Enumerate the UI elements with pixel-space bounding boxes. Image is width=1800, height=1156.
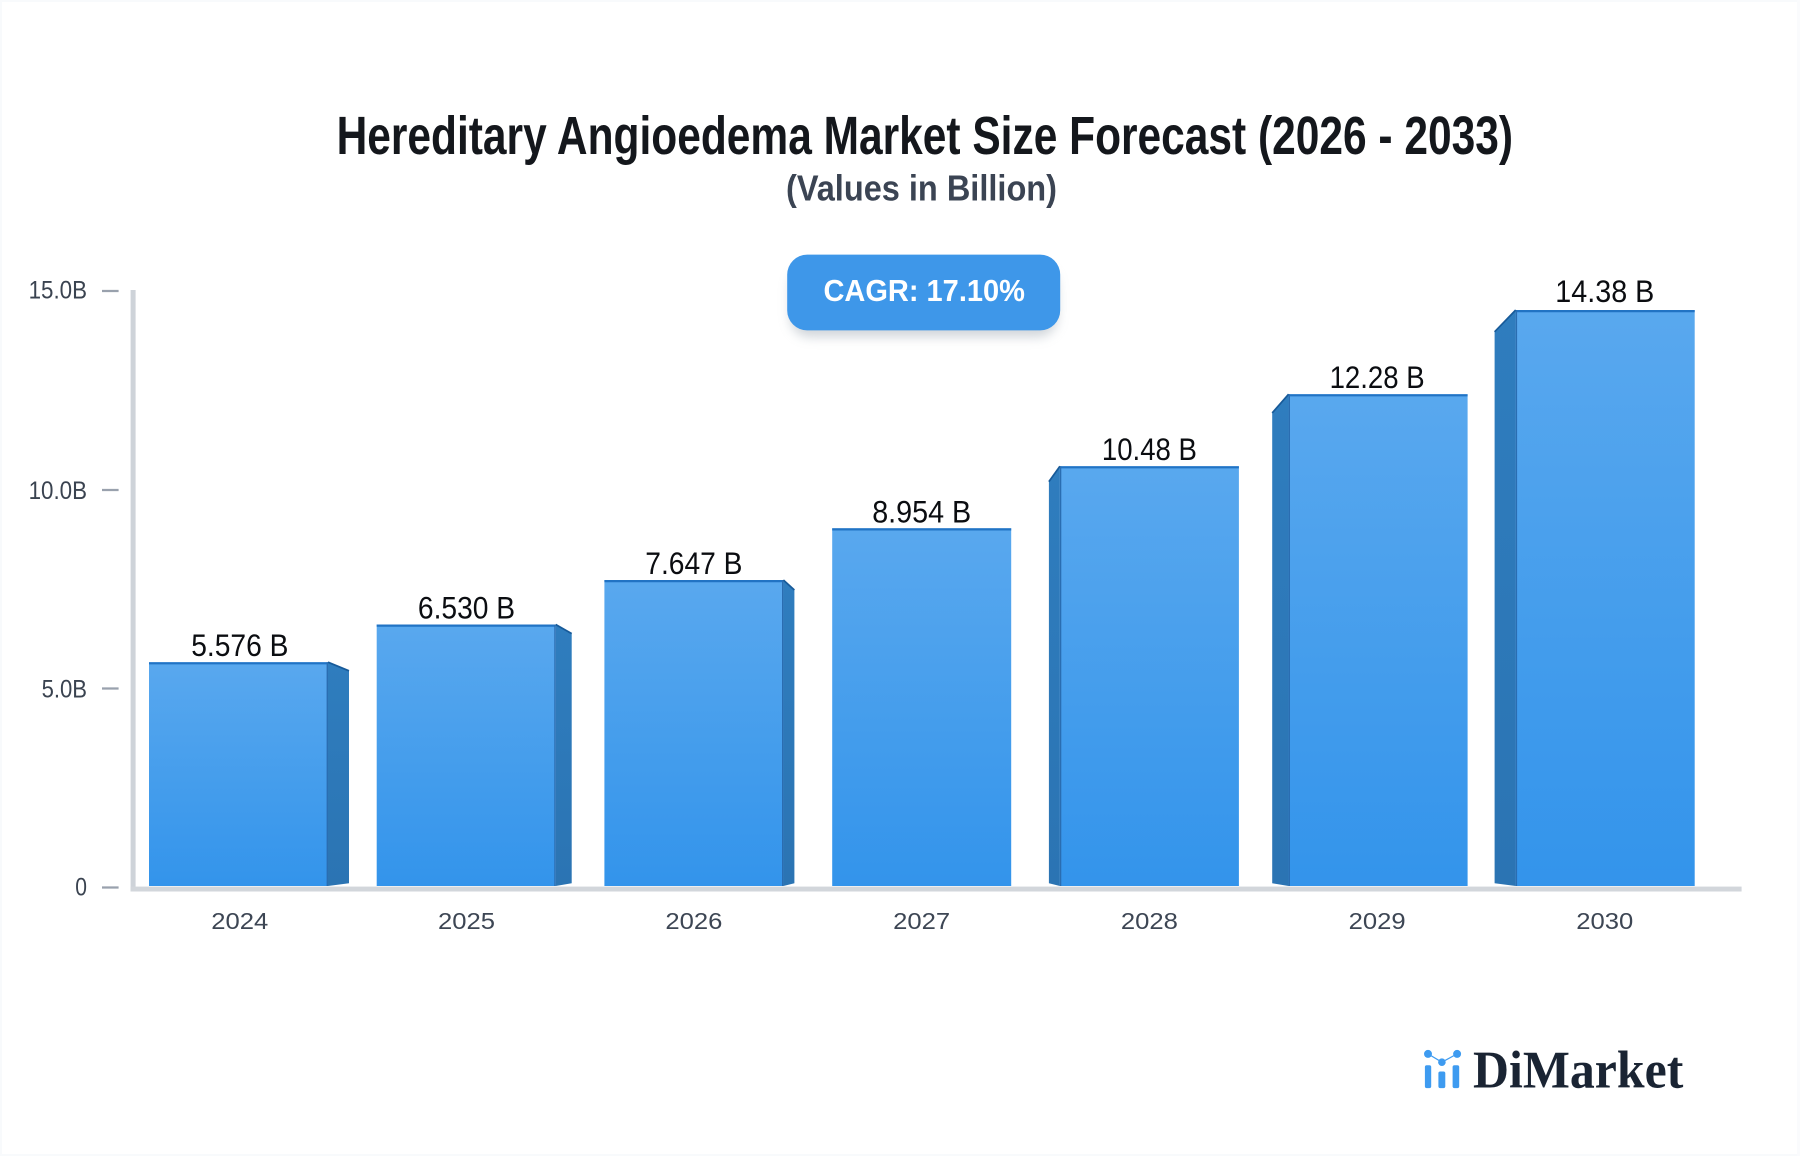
svg-text:2030: 2030 [1576, 908, 1633, 934]
svg-text:7.647 B: 7.647 B [645, 545, 742, 581]
svg-text:6.530 B: 6.530 B [418, 590, 515, 626]
svg-text:12.28 B: 12.28 B [1330, 359, 1425, 395]
svg-text:2027: 2027 [893, 908, 950, 934]
svg-text:2026: 2026 [665, 908, 722, 934]
svg-text:10.0B: 10.0B [29, 477, 87, 505]
svg-text:2028: 2028 [1121, 908, 1178, 934]
svg-text:5.576 B: 5.576 B [191, 627, 288, 663]
svg-text:CAGR: 17.10%: CAGR: 17.10% [823, 273, 1025, 308]
svg-text:2025: 2025 [438, 908, 495, 934]
svg-text:Hereditary Angioedema Market S: Hereditary Angioedema Market Size Foreca… [337, 106, 1513, 166]
svg-text:0: 0 [75, 873, 87, 901]
svg-text:10.48 B: 10.48 B [1102, 431, 1197, 467]
svg-text:8.954 B: 8.954 B [872, 493, 971, 529]
svg-text:DiMarket: DiMarket [1473, 1042, 1684, 1100]
svg-text:14.38 B: 14.38 B [1555, 273, 1654, 309]
svg-text:2029: 2029 [1349, 908, 1406, 934]
svg-text:2024: 2024 [211, 908, 268, 934]
svg-text:15.0B: 15.0B [29, 277, 87, 305]
svg-text:(Values in Billion): (Values in Billion) [786, 168, 1057, 209]
svg-text:5.0B: 5.0B [42, 675, 87, 703]
